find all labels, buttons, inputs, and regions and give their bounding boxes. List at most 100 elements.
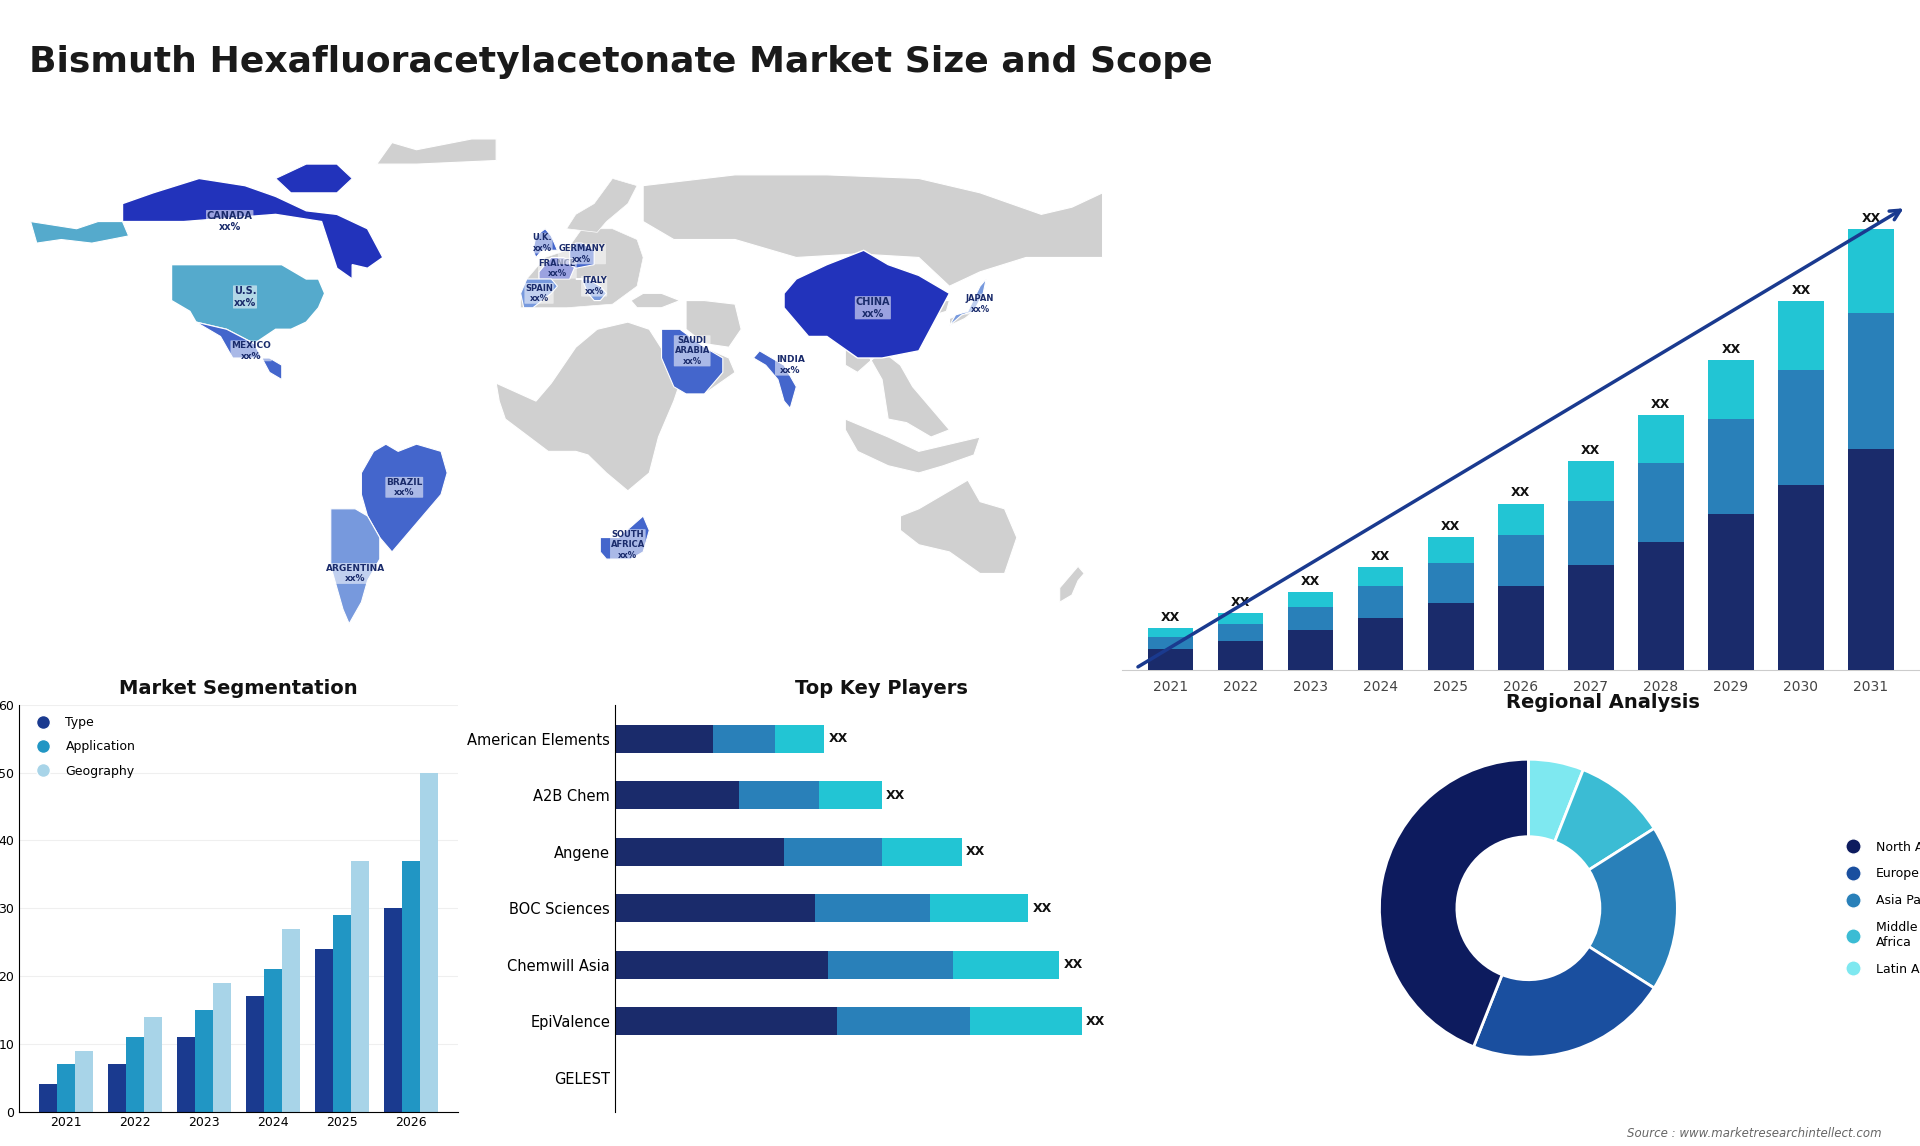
Text: Bismuth Hexafluoracetylacetonate Market Size and Scope: Bismuth Hexafluoracetylacetonate Market … (29, 45, 1212, 79)
Polygon shape (845, 419, 979, 473)
Bar (1288, 607, 1334, 630)
Text: SOUTH
AFRICA
xx%: SOUTH AFRICA xx% (611, 529, 645, 559)
Bar (334, 915, 351, 1112)
Bar (246, 996, 265, 1112)
Bar (1778, 300, 1824, 370)
Bar (881, 838, 962, 866)
Text: ARGENTINA
xx%: ARGENTINA xx% (326, 564, 384, 583)
Polygon shape (900, 480, 1018, 573)
Text: XX: XX (1033, 902, 1052, 915)
Bar (1849, 313, 1893, 448)
Text: XX: XX (828, 732, 847, 745)
Polygon shape (632, 293, 680, 308)
Bar (783, 838, 881, 866)
Bar (1357, 618, 1404, 670)
Bar (108, 1065, 127, 1112)
Bar (1498, 503, 1544, 535)
Text: XX: XX (1720, 343, 1741, 355)
Text: XX: XX (1371, 550, 1390, 563)
Polygon shape (123, 179, 382, 278)
Polygon shape (685, 300, 741, 347)
Text: U.K.
xx%: U.K. xx% (532, 234, 551, 253)
Title: Top Key Players: Top Key Players (795, 678, 968, 698)
Text: CHINA
xx%: CHINA xx% (856, 297, 891, 319)
Bar (1357, 586, 1404, 618)
Text: XX: XX (1582, 444, 1601, 457)
Bar (1849, 448, 1893, 670)
Bar (1569, 502, 1613, 565)
Polygon shape (576, 278, 607, 300)
Bar (1498, 586, 1544, 670)
Text: SPAIN
xx%: SPAIN xx% (524, 284, 553, 303)
Bar (1498, 535, 1544, 586)
Text: ITALY
xx%: ITALY xx% (582, 276, 607, 296)
Bar (1217, 623, 1263, 641)
Bar (1849, 229, 1893, 313)
Wedge shape (1528, 760, 1584, 841)
Polygon shape (753, 351, 797, 408)
Bar (837, 1007, 970, 1035)
Bar (1428, 563, 1473, 603)
Bar (282, 928, 300, 1112)
Bar (614, 950, 828, 979)
Bar (265, 970, 282, 1112)
Text: INDIA
xx%: INDIA xx% (776, 355, 804, 375)
Polygon shape (330, 509, 380, 623)
Text: JAPAN
xx%: JAPAN xx% (966, 295, 995, 314)
Bar (1778, 485, 1824, 670)
Wedge shape (1473, 947, 1655, 1057)
Text: Source : www.marketresearchintellect.com: Source : www.marketresearchintellect.com (1626, 1127, 1882, 1140)
Polygon shape (31, 221, 129, 243)
Polygon shape (540, 258, 576, 278)
Bar (614, 838, 783, 866)
Text: XX: XX (1064, 958, 1083, 971)
Polygon shape (601, 516, 649, 559)
Text: CANADA
xx%: CANADA xx% (207, 211, 253, 233)
Polygon shape (662, 329, 722, 394)
Text: FRANCE
xx%: FRANCE xx% (540, 259, 576, 278)
Legend: Type, Application, Geography: Type, Application, Geography (25, 711, 140, 783)
Bar (614, 894, 814, 923)
Legend: North America, Europe, Asia Pacific, Middle East &
Africa, Latin America: North America, Europe, Asia Pacific, Mid… (1836, 835, 1920, 981)
Bar (712, 724, 776, 753)
Text: XX: XX (966, 846, 985, 858)
Polygon shape (361, 445, 447, 552)
Polygon shape (276, 164, 351, 193)
Text: MEXICO
xx%: MEXICO xx% (230, 342, 271, 361)
Title: Market Segmentation: Market Segmentation (119, 678, 357, 698)
Polygon shape (520, 278, 557, 308)
Bar (403, 861, 420, 1112)
Bar (1709, 515, 1753, 670)
Bar (58, 1065, 75, 1112)
Bar (1709, 360, 1753, 419)
Bar (177, 1037, 196, 1112)
Polygon shape (566, 179, 637, 233)
Polygon shape (662, 329, 735, 394)
Polygon shape (845, 337, 948, 437)
Bar (1569, 565, 1613, 670)
Bar (1288, 592, 1334, 607)
Bar (1148, 650, 1194, 670)
Text: U.S.
xx%: U.S. xx% (234, 286, 255, 308)
Bar (144, 1017, 161, 1112)
Text: XX: XX (1791, 283, 1811, 297)
Bar (315, 949, 334, 1112)
Bar (814, 894, 931, 923)
Bar (213, 983, 230, 1112)
Polygon shape (1060, 566, 1085, 602)
Text: BRAZIL
xx%: BRAZIL xx% (386, 478, 422, 497)
Polygon shape (948, 278, 987, 325)
Bar (1148, 637, 1194, 650)
Text: XX: XX (1511, 486, 1530, 500)
Bar (614, 724, 712, 753)
Text: XX: XX (1860, 212, 1880, 225)
Bar (1778, 370, 1824, 485)
Text: XX: XX (1087, 1014, 1106, 1028)
Bar (952, 950, 1060, 979)
Bar (614, 782, 739, 809)
Bar (1638, 542, 1684, 670)
Bar (38, 1084, 58, 1112)
Polygon shape (948, 278, 987, 325)
Polygon shape (931, 300, 948, 315)
Bar (1428, 603, 1473, 670)
